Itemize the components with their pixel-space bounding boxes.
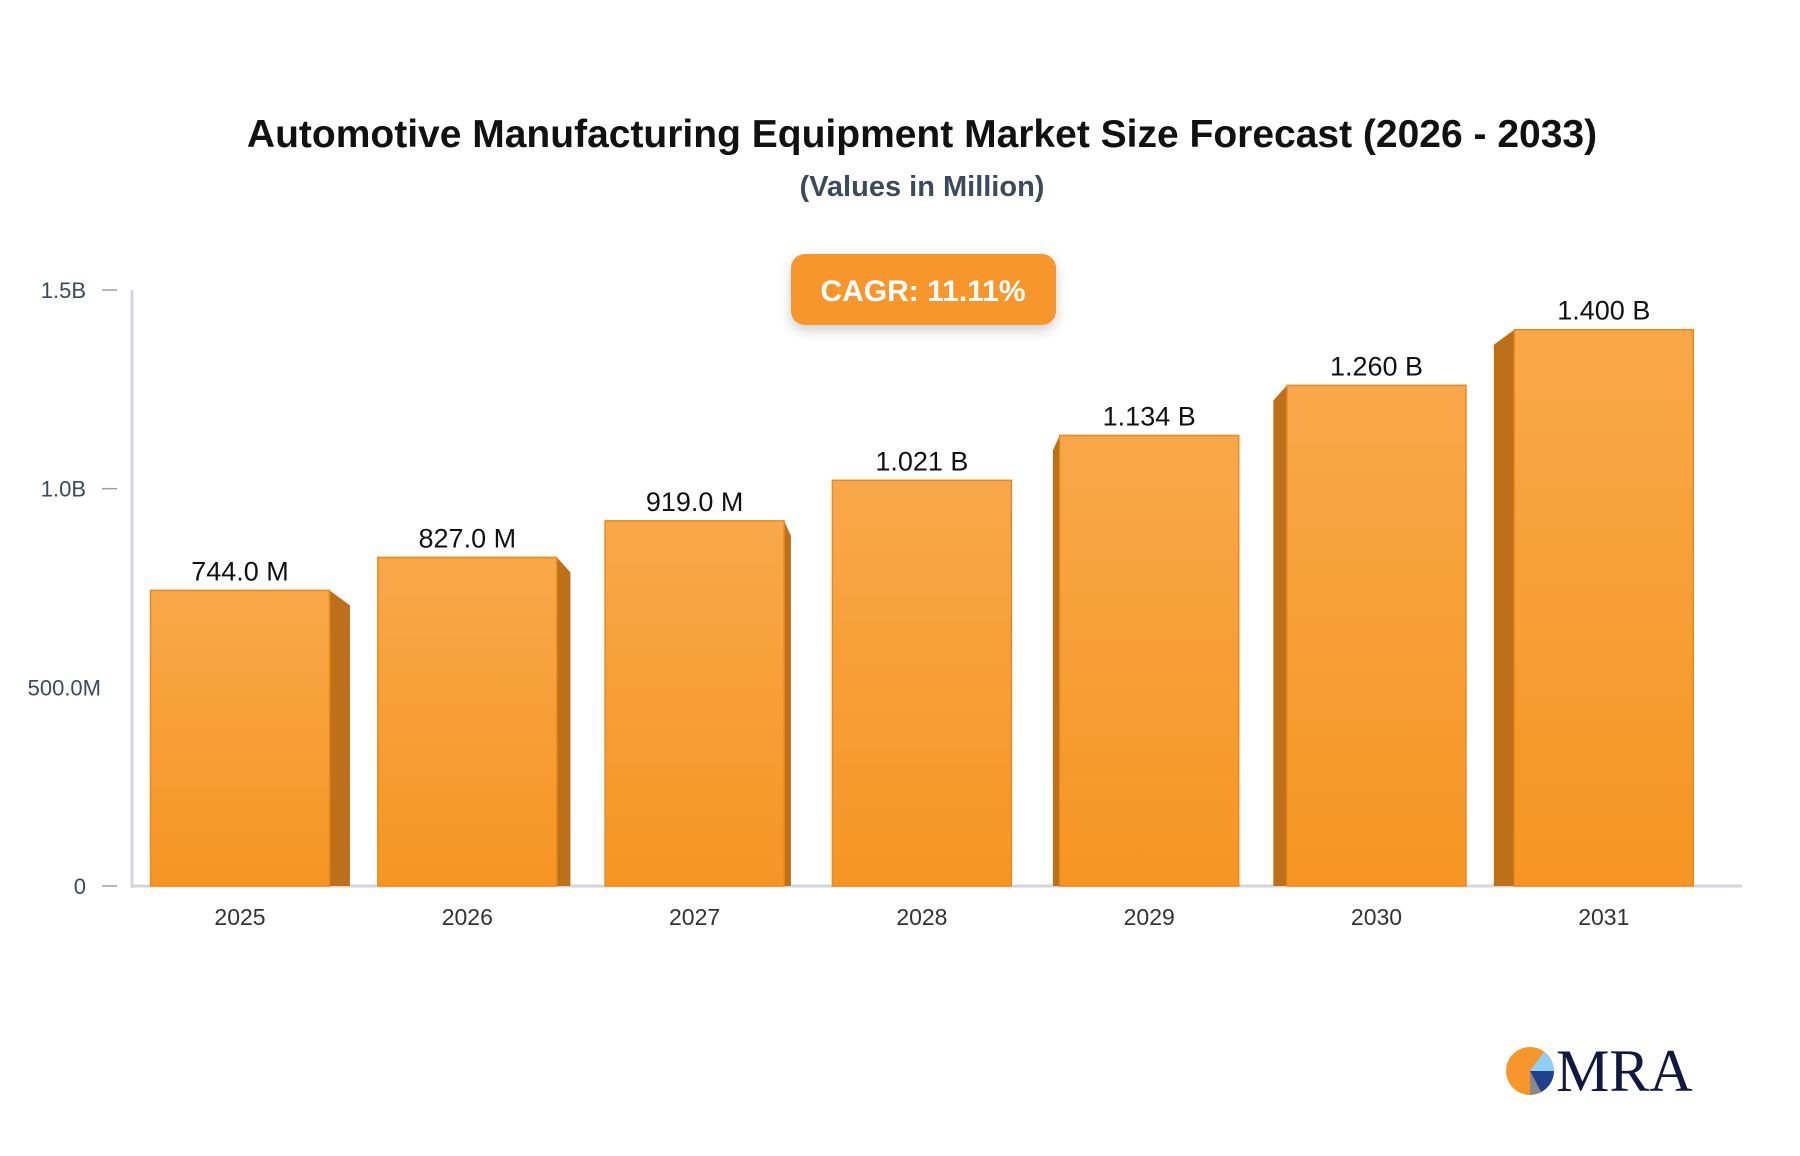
bar-side (1493, 329, 1515, 886)
bar-face (1058, 434, 1240, 887)
bar-side (784, 520, 791, 886)
data-label: 919.0 M (646, 487, 744, 517)
bar-face (831, 479, 1013, 887)
x-tick-label: 2031 (1578, 904, 1629, 930)
bar-side (556, 557, 571, 886)
svg-text:MRA: MRA (1556, 1038, 1693, 1104)
data-label: 744.0 M (191, 556, 289, 586)
bar-2030: 1.260 B 2030 (1273, 351, 1467, 930)
bar-2026: 827.0 M 2026 (377, 523, 571, 930)
y-tick-label: 1.0B (41, 477, 86, 502)
y-tick-label: 500.0M (28, 675, 101, 700)
bar-face (1513, 328, 1695, 887)
mra-logo: MRA (1506, 1038, 1693, 1104)
cagr-text: CAGR: 11.11% (820, 275, 1025, 308)
bar-face (377, 556, 558, 887)
cagr-badge: CAGR: 11.11% (791, 254, 1056, 325)
bar-2027: 919.0 M 2027 (604, 487, 791, 930)
bar-side (1052, 435, 1060, 886)
x-tick-label: 2026 (442, 904, 493, 930)
x-tick-label: 2030 (1351, 904, 1402, 930)
bar-2031: 1.400 B 2031 (1493, 296, 1695, 930)
bar-face (149, 589, 331, 887)
bar-face (604, 520, 785, 887)
data-label: 1.021 B (875, 446, 968, 476)
bar-2025: 744.0 M 2025 (149, 556, 350, 930)
chart-subtitle: (Values in Million) (800, 171, 1045, 203)
data-label: 1.400 B (1557, 296, 1650, 326)
bar-2028: 1.021 B 2028 (831, 446, 1013, 930)
x-tick-label: 2028 (896, 904, 947, 930)
x-tick-label: 2027 (669, 904, 720, 930)
chart-title: Automotive Manufacturing Equipment Marke… (247, 113, 1597, 156)
data-label: 1.134 B (1103, 401, 1196, 431)
bar-side (1273, 385, 1287, 886)
bar-2029: 1.134 B 2029 (1052, 401, 1240, 930)
bar-face (1286, 384, 1467, 887)
y-tick-label: 0 (74, 874, 86, 899)
data-label: 1.260 B (1330, 351, 1423, 381)
y-tick-label: 1.5B (41, 278, 86, 303)
x-tick-label: 2025 (214, 904, 265, 930)
x-tick-label: 2029 (1124, 904, 1175, 930)
data-label: 827.0 M (419, 523, 517, 553)
bar-side (329, 590, 350, 886)
